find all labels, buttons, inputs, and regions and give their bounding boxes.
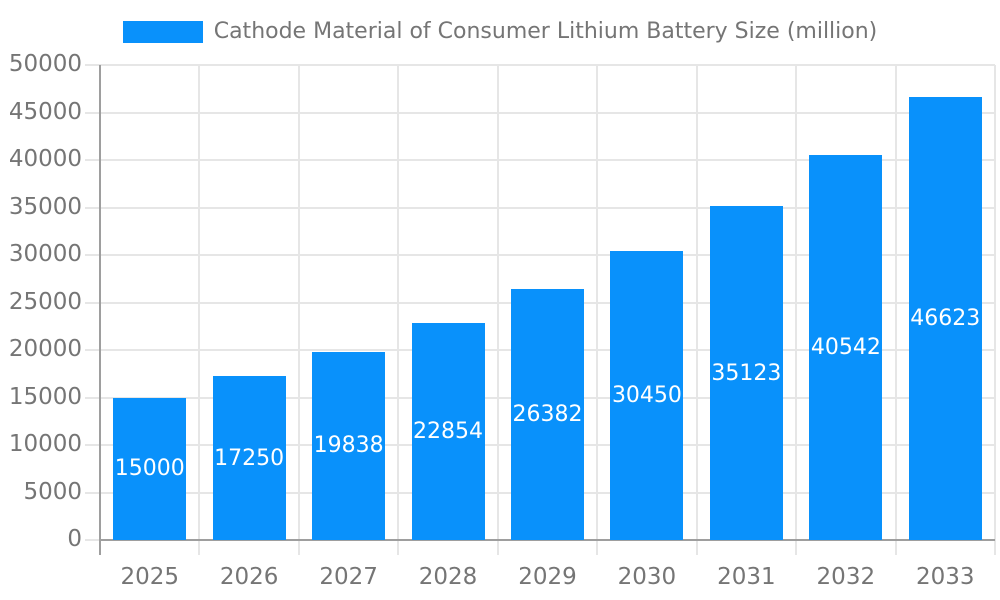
gridline-vertical (894, 65, 897, 555)
y-axis-line (99, 65, 101, 555)
y-tick-label: 5000 (23, 478, 82, 505)
bar-value-label: 22854 (413, 418, 484, 444)
gridline-horizontal (100, 254, 995, 256)
bar: 17250 (212, 376, 286, 540)
bar: 35123 (709, 206, 783, 540)
gridline-vertical (397, 65, 400, 555)
y-tick-label: 10000 (8, 431, 82, 457)
y-tick-mark (85, 301, 100, 304)
bar-value-label: 17250 (214, 445, 285, 471)
y-tick-label: 50000 (8, 51, 82, 77)
gridline-vertical (297, 65, 300, 555)
x-axis-line (100, 539, 995, 541)
x-tick-label: 2030 (617, 564, 677, 590)
gridline-horizontal (100, 159, 995, 161)
bar-value-label: 35123 (711, 360, 782, 386)
y-tick-label: 20000 (8, 336, 82, 362)
y-tick-mark (85, 396, 100, 399)
gridline-vertical (994, 65, 996, 555)
x-tick-label: 2031 (717, 564, 776, 590)
y-tick-label: 45000 (8, 98, 82, 125)
gridline-vertical (695, 65, 698, 555)
x-tick-label: 2033 (915, 564, 975, 590)
y-tick-mark (85, 254, 100, 256)
legend: Cathode Material of Consumer Lithium Bat… (0, 19, 1000, 44)
x-tick-label: 2027 (319, 564, 378, 590)
y-tick-label: 40000 (8, 146, 82, 172)
y-tick-mark (85, 491, 100, 494)
y-tick-mark (85, 206, 100, 209)
chart-title: Cathode Material of Consumer Lithium Bat… (213, 19, 878, 44)
bar: 15000 (113, 397, 187, 540)
bar: 19838 (312, 351, 386, 540)
bar-value-label: 26382 (512, 402, 583, 428)
y-tick-mark (85, 111, 100, 114)
x-tick-label: 2032 (816, 564, 876, 590)
bar: 26382 (511, 289, 584, 540)
bar: 40542 (809, 154, 883, 540)
bar: 30450 (610, 250, 684, 540)
y-tick-label: 0 (67, 526, 82, 552)
gridline-horizontal (100, 206, 995, 209)
gridline-horizontal (100, 111, 995, 114)
x-tick-label: 2028 (418, 564, 478, 590)
x-tick-label: 2026 (219, 564, 279, 590)
gridline-vertical (496, 65, 499, 555)
legend-swatch (122, 20, 203, 43)
bar: 46623 (908, 97, 982, 540)
y-tick-label: 25000 (8, 288, 82, 315)
bar: 22854 (411, 322, 485, 540)
bar-value-label: 40542 (810, 334, 881, 360)
gridline-vertical (198, 65, 201, 555)
y-tick-mark (85, 64, 100, 66)
y-tick-label: 30000 (8, 241, 82, 267)
y-tick-mark (85, 444, 100, 446)
plot-area: 0 5000 10000 15000 20000 25000 30000 35000 40000… (9, 51, 996, 590)
gridline-vertical (596, 65, 599, 555)
gridline-vertical (795, 65, 798, 555)
bar-value-label: 19838 (313, 433, 384, 459)
x-tick-label: 2029 (518, 564, 577, 590)
bar-value-label: 30450 (611, 382, 682, 408)
x-tick-label: 2025 (120, 564, 179, 590)
y-tick-mark (85, 539, 100, 541)
bar-value-label: 15000 (114, 456, 185, 482)
y-tick-mark (85, 349, 100, 351)
y-tick-label: 35000 (8, 193, 82, 220)
y-tick-label: 15000 (8, 383, 82, 410)
gridline-horizontal (100, 64, 995, 66)
y-tick-mark (85, 159, 100, 161)
bar-value-label: 46623 (910, 306, 981, 332)
